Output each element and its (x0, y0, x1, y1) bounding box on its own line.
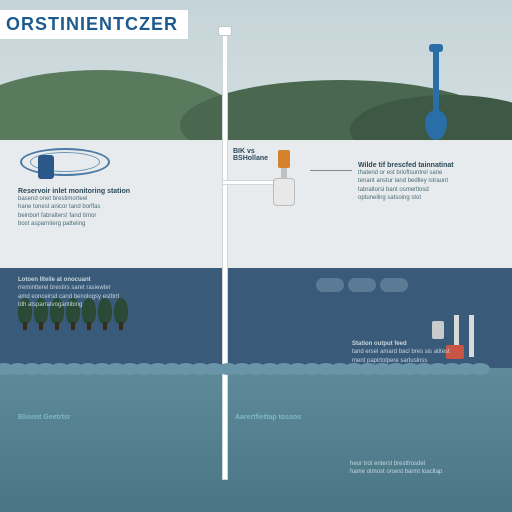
reservoir-text: Reservoir inlet monitoring station basen… (18, 188, 168, 229)
water-band (0, 368, 512, 512)
water-center-label: Aarertfiettap tossos (235, 414, 301, 421)
right-heading: Wilde tif brescfed tainnatinat (358, 162, 503, 169)
pump-label: BIK vs BSHollane (233, 148, 268, 162)
right-text: Wilde tif brescfed tainnatinat thatend o… (358, 162, 503, 203)
clouds-icon (316, 278, 412, 297)
dark-left-text: Lotoen IIteile at onocuant rremintterel … (18, 276, 188, 310)
callout-line (310, 170, 352, 171)
reservoir-heading: Reservoir inlet monitoring station (18, 188, 168, 195)
sensor-icon (38, 155, 54, 179)
pipe-cap (218, 26, 232, 36)
wave-border (0, 362, 512, 376)
pump-icon (268, 150, 300, 210)
page-title: ORSTINIENTCZER (0, 10, 188, 39)
reservoir-icon (20, 148, 110, 176)
drop-stem (433, 50, 439, 112)
water-right-text: heor trot entersl brestfrosdel hame otmo… (350, 460, 500, 477)
water-left-label: Blisent Geetrtsr (18, 414, 71, 421)
main-pipe (222, 30, 228, 480)
